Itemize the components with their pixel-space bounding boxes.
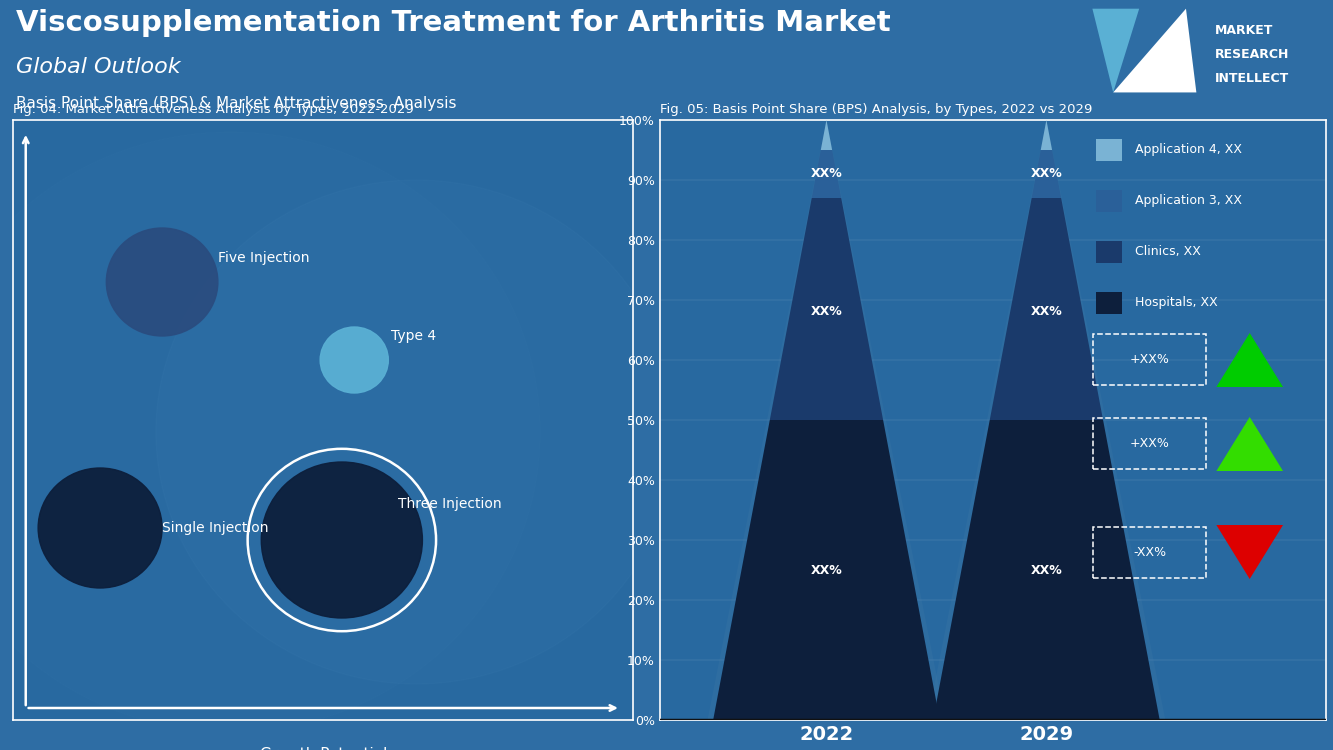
Circle shape: [261, 462, 423, 618]
Text: RESEARCH: RESEARCH: [1214, 48, 1289, 61]
Text: Fig. 05: Basis Point Share (BPS) Analysis, by Types, 2022 vs 2029: Fig. 05: Basis Point Share (BPS) Analysi…: [660, 103, 1092, 116]
Polygon shape: [933, 420, 1160, 720]
Polygon shape: [928, 120, 1165, 720]
Text: XX%: XX%: [810, 305, 842, 319]
Text: Growth Potential: Growth Potential: [260, 747, 387, 750]
Polygon shape: [989, 198, 1102, 420]
Polygon shape: [1113, 9, 1197, 92]
Text: +XX%: +XX%: [1130, 437, 1169, 451]
Polygon shape: [770, 198, 884, 420]
Circle shape: [39, 468, 163, 588]
Text: Three Injection: Three Injection: [397, 497, 501, 511]
Text: Viscosupplementation Treatment for Arthritis Market: Viscosupplementation Treatment for Arthr…: [16, 9, 890, 37]
Text: Hospitals, XX: Hospitals, XX: [1136, 296, 1218, 310]
FancyBboxPatch shape: [1096, 241, 1122, 263]
Text: XX%: XX%: [1030, 305, 1062, 319]
Polygon shape: [1093, 9, 1140, 92]
Polygon shape: [812, 150, 841, 198]
Text: INTELLECT: INTELLECT: [1214, 72, 1289, 85]
Text: Five Injection: Five Injection: [217, 251, 309, 265]
Polygon shape: [1217, 333, 1282, 387]
Text: Global Outlook: Global Outlook: [16, 56, 180, 76]
Text: Fig. 04: Market Attractiveness Analysis by Types, 2022-2029: Fig. 04: Market Attractiveness Analysis …: [13, 103, 415, 116]
Polygon shape: [821, 120, 832, 150]
Polygon shape: [1217, 525, 1282, 579]
Polygon shape: [713, 420, 940, 720]
Text: Clinics, XX: Clinics, XX: [1136, 245, 1201, 259]
Circle shape: [156, 180, 677, 684]
Text: Single Injection: Single Injection: [163, 521, 268, 535]
Text: XX%: XX%: [810, 167, 842, 181]
Circle shape: [107, 228, 217, 336]
FancyBboxPatch shape: [1096, 190, 1122, 212]
Text: Basis Point Share (BPS) & Market Attractiveness  Analysis: Basis Point Share (BPS) & Market Attract…: [16, 96, 456, 111]
Text: +XX%: +XX%: [1130, 353, 1169, 367]
FancyBboxPatch shape: [1096, 139, 1122, 161]
Polygon shape: [1041, 120, 1052, 150]
Text: XX%: XX%: [810, 563, 842, 577]
Circle shape: [320, 327, 388, 393]
Polygon shape: [1217, 417, 1282, 471]
Text: XX%: XX%: [1030, 167, 1062, 181]
Text: Application 3, XX: Application 3, XX: [1136, 194, 1242, 208]
Text: Type 4: Type 4: [392, 329, 437, 343]
Polygon shape: [708, 120, 945, 720]
Text: MARKET: MARKET: [1214, 24, 1273, 37]
Text: XX%: XX%: [1030, 563, 1062, 577]
Polygon shape: [1032, 150, 1061, 198]
FancyBboxPatch shape: [1096, 292, 1122, 314]
Text: -XX%: -XX%: [1133, 545, 1166, 559]
Text: Application 4, XX: Application 4, XX: [1136, 143, 1242, 157]
